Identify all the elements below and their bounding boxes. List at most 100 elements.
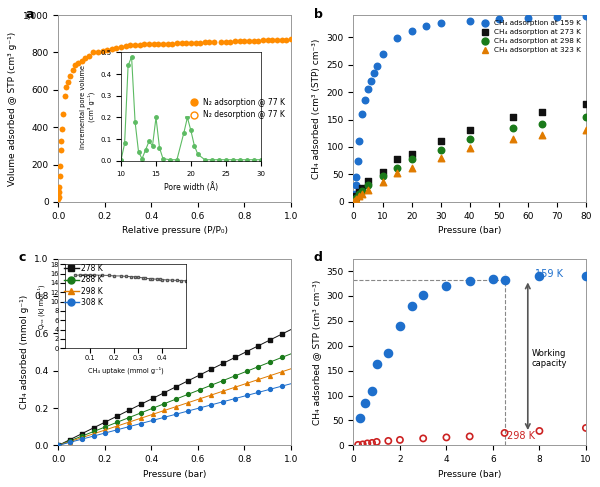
Point xyxy=(372,438,382,446)
Point xyxy=(407,164,416,172)
Point xyxy=(358,441,368,449)
Point xyxy=(538,120,547,128)
Y-axis label: Volume adsorbed @ STP (cm³ g⁻¹): Volume adsorbed @ STP (cm³ g⁻¹) xyxy=(8,31,17,186)
Point xyxy=(372,360,382,368)
Point xyxy=(538,109,547,116)
Point xyxy=(350,194,359,202)
Point xyxy=(581,12,591,19)
Point xyxy=(366,77,376,85)
Point xyxy=(395,322,405,330)
Point xyxy=(508,124,518,131)
Point xyxy=(363,186,373,194)
Point xyxy=(350,195,359,203)
Point xyxy=(465,144,475,152)
X-axis label: Pressure (bar): Pressure (bar) xyxy=(143,469,206,479)
X-axis label: Relative pressure (P/P₀): Relative pressure (P/P₀) xyxy=(122,226,227,235)
Text: d: d xyxy=(314,251,323,264)
Text: 159 K: 159 K xyxy=(535,269,563,279)
Point xyxy=(538,131,547,139)
Point xyxy=(353,441,363,449)
Point xyxy=(392,34,402,42)
Point xyxy=(535,272,544,280)
Point xyxy=(392,164,402,172)
Point xyxy=(581,127,591,134)
Point xyxy=(350,196,359,204)
Y-axis label: CH₄ adsorbed (mmol g⁻¹): CH₄ adsorbed (mmol g⁻¹) xyxy=(20,295,29,409)
Point xyxy=(358,110,367,118)
Point xyxy=(378,171,388,179)
Point xyxy=(358,187,367,195)
Point xyxy=(442,282,451,290)
Point xyxy=(523,14,533,22)
Legend: N₂ adsorption @ 77 K, N₂ desorption @ 77 K: N₂ adsorption @ 77 K, N₂ desorption @ 77… xyxy=(184,96,287,121)
Text: Working
capacity: Working capacity xyxy=(531,349,567,368)
Point xyxy=(378,50,388,57)
Point xyxy=(488,275,498,282)
Point xyxy=(535,427,544,435)
Point xyxy=(351,182,361,189)
Point xyxy=(349,197,359,205)
Point xyxy=(442,433,451,441)
Point xyxy=(352,192,361,200)
Point xyxy=(355,190,364,198)
Point xyxy=(436,146,445,153)
Point xyxy=(500,276,509,283)
Text: b: b xyxy=(314,8,323,20)
Point xyxy=(355,188,364,196)
Point xyxy=(350,190,359,198)
Point xyxy=(358,190,367,198)
Point xyxy=(356,414,365,422)
Point xyxy=(392,169,402,177)
Point xyxy=(360,399,370,407)
Point xyxy=(383,349,393,357)
Point xyxy=(581,424,591,432)
X-axis label: Pressure (bar): Pressure (bar) xyxy=(438,469,502,479)
Point xyxy=(363,182,373,189)
Point xyxy=(350,197,359,205)
Point xyxy=(395,436,405,444)
Point xyxy=(358,184,367,191)
Point xyxy=(372,62,382,70)
Y-axis label: CH₄ adsorbed (cm³ (STP) cm⁻³): CH₄ adsorbed (cm³ (STP) cm⁻³) xyxy=(312,38,321,179)
Point xyxy=(362,439,372,447)
Point xyxy=(500,429,509,437)
Point xyxy=(363,85,373,93)
Point xyxy=(363,177,373,185)
Point xyxy=(369,69,379,77)
Point xyxy=(353,157,362,165)
Point xyxy=(436,138,445,146)
Point xyxy=(465,277,475,285)
Point xyxy=(352,195,361,203)
Point xyxy=(552,13,562,20)
Point xyxy=(436,154,445,162)
Point xyxy=(349,197,359,205)
Point xyxy=(349,197,359,205)
Point xyxy=(360,96,370,104)
Point xyxy=(465,17,475,24)
Point xyxy=(418,434,428,442)
Text: c: c xyxy=(19,251,26,264)
Point xyxy=(407,150,416,157)
Point xyxy=(465,127,475,134)
Point xyxy=(581,272,591,280)
Point xyxy=(581,113,591,121)
Point xyxy=(367,387,377,394)
Point xyxy=(421,22,431,30)
Y-axis label: CH₄ adsorbed @ STP (cm³ cm⁻³): CH₄ adsorbed @ STP (cm³ cm⁻³) xyxy=(312,280,321,425)
Point xyxy=(383,437,393,445)
Point xyxy=(465,135,475,143)
Legend: 278 K, 288 K, 298 K, 308 K: 278 K, 288 K, 298 K, 308 K xyxy=(62,262,104,308)
Legend: CH₄ adsorption at 159 K, CH₄ adsorption at 273 K, CH₄ adsorption at 298 K, CH₄ a: CH₄ adsorption at 159 K, CH₄ adsorption … xyxy=(476,19,583,55)
Point xyxy=(407,302,416,310)
Point xyxy=(355,138,364,146)
Point xyxy=(581,100,591,108)
Point xyxy=(378,168,388,176)
Point xyxy=(465,432,475,440)
Point xyxy=(349,197,359,205)
Point xyxy=(367,439,377,447)
Point xyxy=(355,192,364,200)
Text: 298 K: 298 K xyxy=(507,431,535,441)
Point xyxy=(436,19,445,27)
Point xyxy=(352,194,361,202)
Point xyxy=(407,27,416,35)
